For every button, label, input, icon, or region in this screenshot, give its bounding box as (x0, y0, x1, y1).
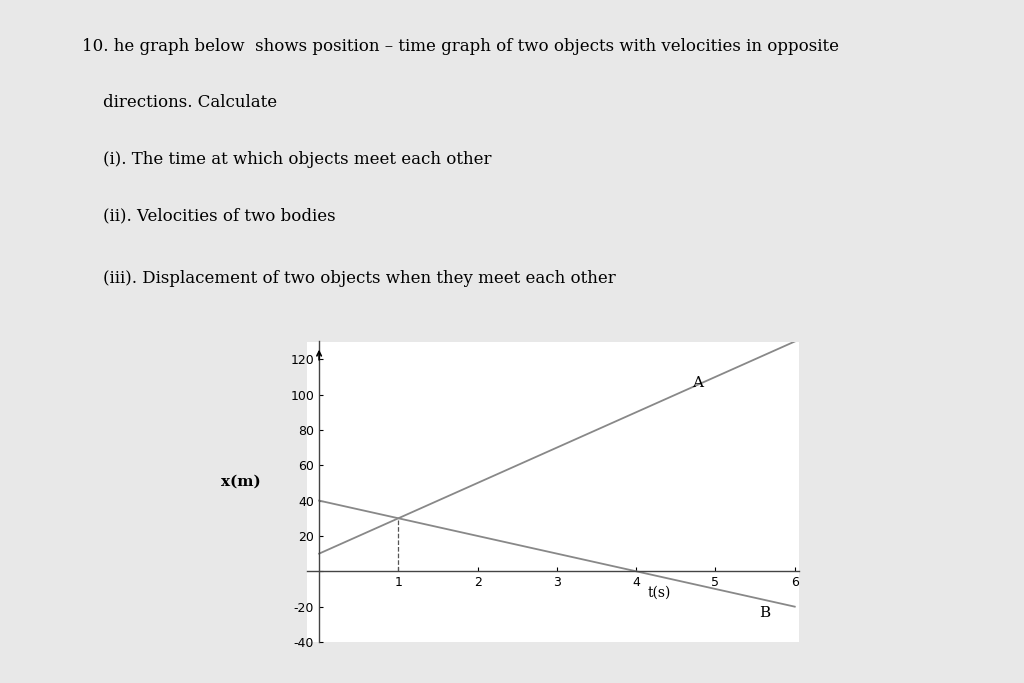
Text: t(s): t(s) (648, 585, 672, 600)
Text: A: A (691, 376, 702, 391)
Text: 10. he graph below  shows position – time graph of two objects with velocities i: 10. he graph below shows position – time… (82, 38, 839, 55)
Text: (ii). Velocities of two bodies: (ii). Velocities of two bodies (82, 208, 336, 224)
Text: x(m): x(m) (221, 475, 261, 488)
Text: directions. Calculate: directions. Calculate (82, 94, 278, 111)
Text: (iii). Displacement of two objects when they meet each other: (iii). Displacement of two objects when … (82, 270, 615, 287)
Text: (i). The time at which objects meet each other: (i). The time at which objects meet each… (82, 151, 492, 168)
Text: B: B (759, 607, 770, 620)
